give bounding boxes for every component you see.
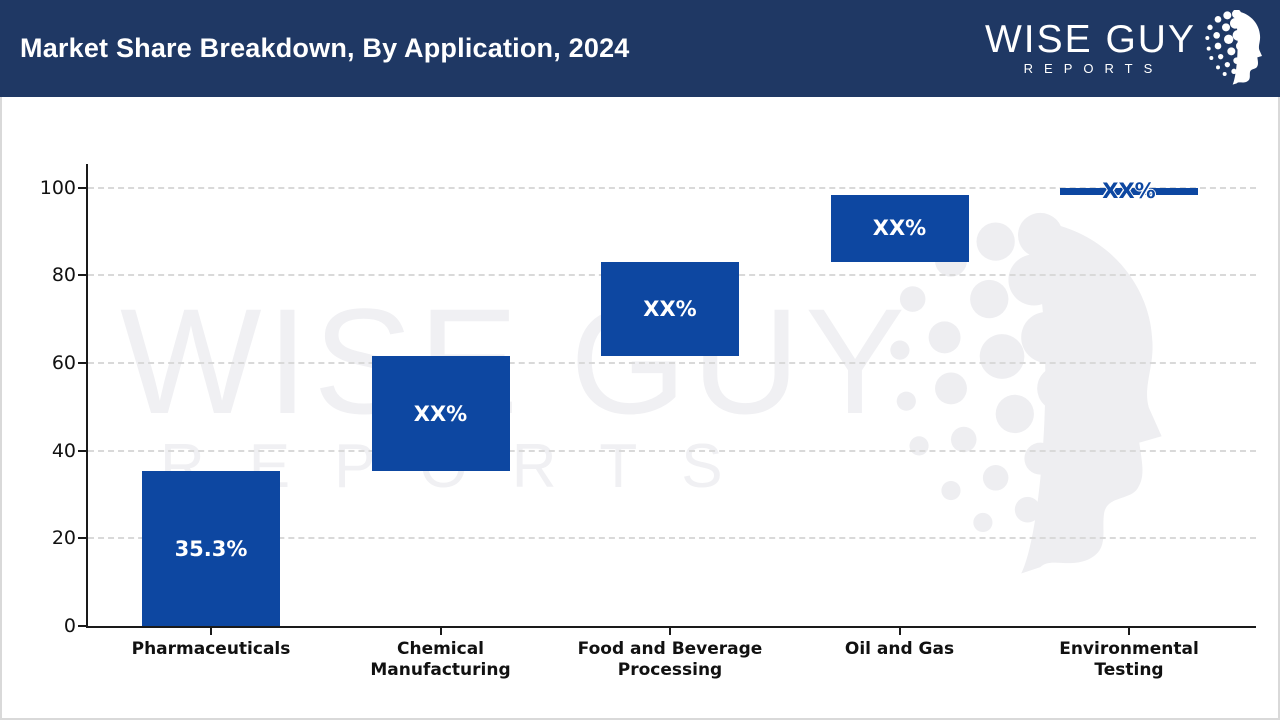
y-tick-label-40: 40	[51, 439, 76, 462]
y-tick-label-80: 80	[51, 264, 76, 287]
bar-oil-and-gas	[830, 194, 969, 263]
x-tick-food-and-beverage	[669, 628, 671, 635]
gridline-20	[88, 537, 1256, 540]
gridline-40	[88, 449, 1256, 452]
bar-label-chemical: XX%	[413, 401, 468, 426]
bar-environmental	[1060, 187, 1198, 195]
logo-text: WISE GUY REPORTS	[985, 19, 1196, 77]
bar-label-environmental: XX%	[1102, 179, 1156, 203]
y-tick-0	[78, 625, 86, 627]
y-tick-label-20: 20	[51, 527, 76, 550]
y-tick-60	[78, 361, 86, 364]
bar-label-food-and-beverage: XX%	[643, 297, 697, 322]
wise-guy-logo: WISE GUY REPORTS	[985, 9, 1264, 86]
y-tick-40	[78, 449, 86, 452]
x-tick-oil-and-gas	[898, 628, 901, 635]
page-title: Market Share Breakdown, By Application, …	[20, 33, 630, 63]
bar-chemical	[371, 356, 510, 472]
y-tick-label-0: 0	[63, 615, 76, 637]
x-axis-line	[86, 626, 1256, 628]
y-tick-100	[78, 186, 86, 189]
bar-label-oil-and-gas: XX%	[872, 216, 927, 241]
logo-subtitle: REPORTS	[1023, 61, 1164, 76]
gridline-100	[88, 186, 1256, 189]
logo-wordmark: WISE GUY	[984, 18, 1196, 61]
bar-label-pharmaceuticals: 35.3%	[174, 536, 248, 561]
y-tick-label-100: 100	[39, 176, 76, 199]
header: Market Share Breakdown, By Application, …	[0, 0, 1280, 97]
x-tick-pharmaceuticals	[210, 628, 212, 635]
x-tick-label-food-and-beverage: Food and Beverage Processing	[577, 639, 763, 680]
x-tick-label-environmental: Environmental Testing	[1059, 639, 1199, 680]
y-tick-80	[78, 274, 86, 277]
watermark-head-icon	[868, 212, 1168, 584]
gridline-60	[88, 361, 1256, 364]
dotted-head-icon	[1200, 9, 1264, 86]
x-tick-chemical	[439, 628, 442, 635]
y-axis-line	[86, 164, 88, 628]
y-tick-20	[78, 537, 86, 540]
x-tick-label-chemical: Chemical Manufacturing	[370, 639, 511, 680]
watermark: WISE GUY REPORTS	[120, 282, 910, 502]
watermark-wordmark: WISE GUY	[120, 277, 911, 445]
x-tick-label-oil-and-gas: Oil and Gas	[844, 639, 955, 659]
bar-food-and-beverage	[601, 262, 739, 357]
x-tick-environmental	[1128, 628, 1130, 635]
y-tick-label-60: 60	[51, 351, 76, 374]
x-tick-label-pharmaceuticals: Pharmaceuticals	[131, 639, 291, 659]
bar-pharmaceuticals	[142, 471, 280, 626]
